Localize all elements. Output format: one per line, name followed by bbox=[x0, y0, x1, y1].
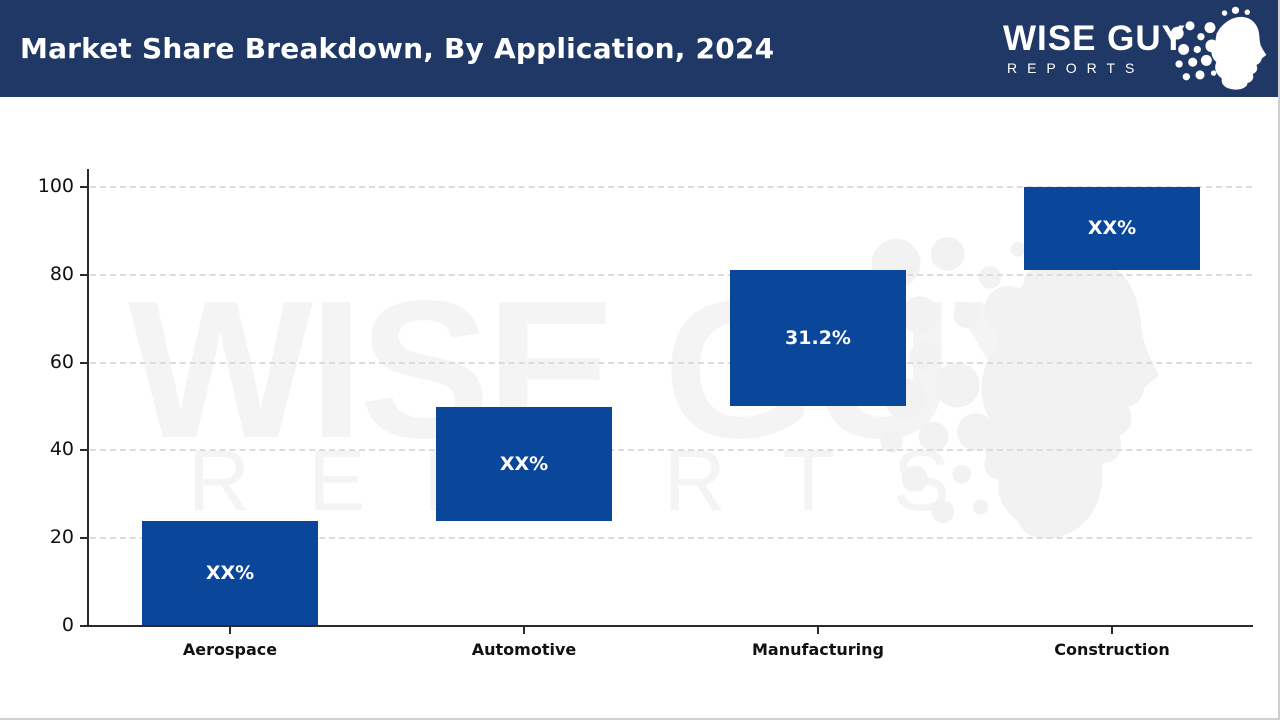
bar-value-label-aerospace: XX% bbox=[205, 562, 255, 585]
y-tick-label-80: 80 bbox=[49, 262, 74, 285]
category-label-aerospace: Aerospace bbox=[182, 640, 278, 659]
logo-text: WISE GUY REPORTS bbox=[1003, 21, 1186, 76]
chart-area: WISE GUY REPORTS 020406080100XX%Aerospac… bbox=[0, 97, 1278, 718]
y-tick-mark-60 bbox=[80, 361, 87, 364]
bar-automotive: XX% bbox=[436, 406, 612, 521]
y-axis-line bbox=[87, 169, 89, 627]
header: Market Share Breakdown, By Application, … bbox=[0, 0, 1278, 97]
category-label-manufacturing: Manufacturing bbox=[752, 640, 884, 659]
bar-manufacturing: 31.2% bbox=[730, 269, 906, 407]
wise-guy-reports-logo: WISE GUY REPORTS bbox=[1003, 5, 1278, 93]
y-tick-label-0: 0 bbox=[61, 614, 74, 636]
gridline-y-60 bbox=[90, 361, 1252, 364]
y-tick-mark-20 bbox=[80, 537, 87, 540]
gridline-y-20 bbox=[90, 537, 1252, 540]
y-tick-label-60: 60 bbox=[49, 350, 74, 373]
y-tick-mark-80 bbox=[80, 273, 87, 276]
logo-face-icon bbox=[1170, 6, 1267, 90]
x-tick-mark-automotive bbox=[523, 627, 525, 634]
y-tick-label-100: 100 bbox=[37, 175, 74, 197]
y-tick-label-40: 40 bbox=[49, 438, 74, 461]
gridline-y-40 bbox=[90, 449, 1252, 452]
y-tick-mark-40 bbox=[80, 449, 87, 452]
bar-aerospace: XX% bbox=[142, 520, 318, 626]
bar-value-label-automotive: XX% bbox=[499, 452, 549, 475]
category-label-construction: Construction bbox=[1054, 640, 1170, 659]
logo-wordmark: WISE GUY bbox=[1002, 19, 1186, 58]
y-tick-mark-100 bbox=[80, 186, 87, 188]
bar-value-label-construction: XX% bbox=[1087, 217, 1137, 240]
category-label-automotive: Automotive bbox=[471, 640, 577, 659]
x-tick-mark-manufacturing bbox=[817, 627, 819, 634]
x-axis-line bbox=[87, 625, 1253, 627]
x-tick-mark-construction bbox=[1111, 627, 1113, 634]
bar-construction: XX% bbox=[1024, 187, 1200, 270]
plot-layer: 0 20 40 60 80 100 XX% Aerospace XX% Automotive 31.… bbox=[0, 97, 1278, 718]
y-tick-label-20: 20 bbox=[49, 526, 74, 549]
page-title: Market Share Breakdown, By Application, … bbox=[20, 32, 775, 65]
logo-subtitle: REPORTS bbox=[1006, 60, 1145, 76]
gridline-y-80 bbox=[90, 273, 1252, 276]
x-tick-mark-aerospace bbox=[229, 627, 231, 634]
bar-value-label-manufacturing: 31.2% bbox=[785, 327, 851, 349]
y-tick-mark-0 bbox=[80, 625, 87, 627]
gridline-y-100 bbox=[90, 186, 1252, 188]
